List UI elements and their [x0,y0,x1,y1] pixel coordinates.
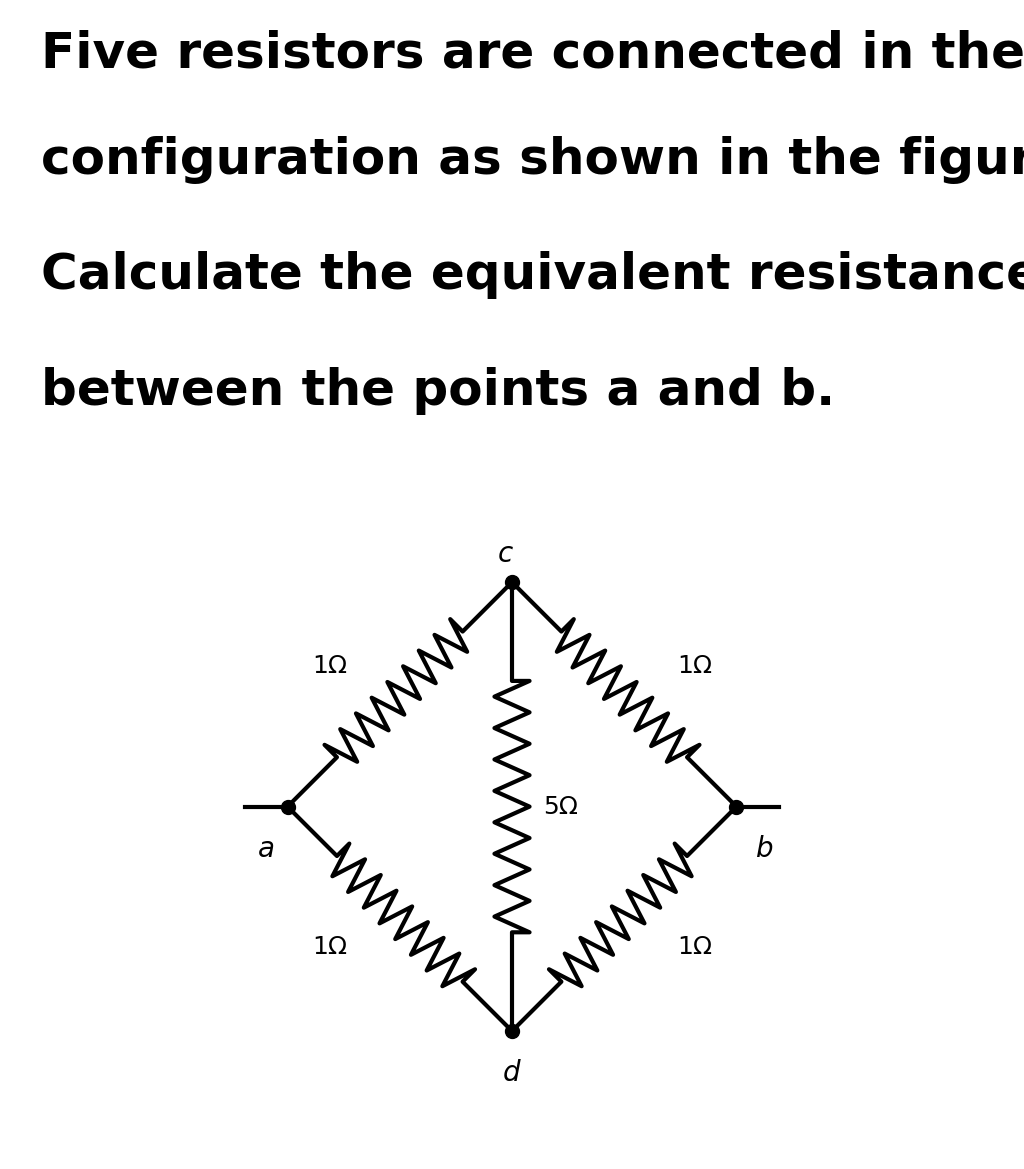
Text: Calculate the equivalent resistance: Calculate the equivalent resistance [41,251,1024,299]
Text: d: d [503,1059,521,1087]
Text: 1Ω: 1Ω [312,655,347,678]
Text: 1Ω: 1Ω [677,935,712,959]
Text: 1Ω: 1Ω [677,655,712,678]
Text: 1Ω: 1Ω [312,935,347,959]
Text: configuration as shown in the figure.: configuration as shown in the figure. [41,136,1024,184]
Text: Five resistors are connected in the: Five resistors are connected in the [41,29,1024,77]
Text: 5Ω: 5Ω [544,795,579,818]
Text: b: b [756,835,773,863]
Text: c: c [498,540,513,568]
Text: between the points a and b.: between the points a and b. [41,367,836,415]
Text: a: a [258,835,275,863]
